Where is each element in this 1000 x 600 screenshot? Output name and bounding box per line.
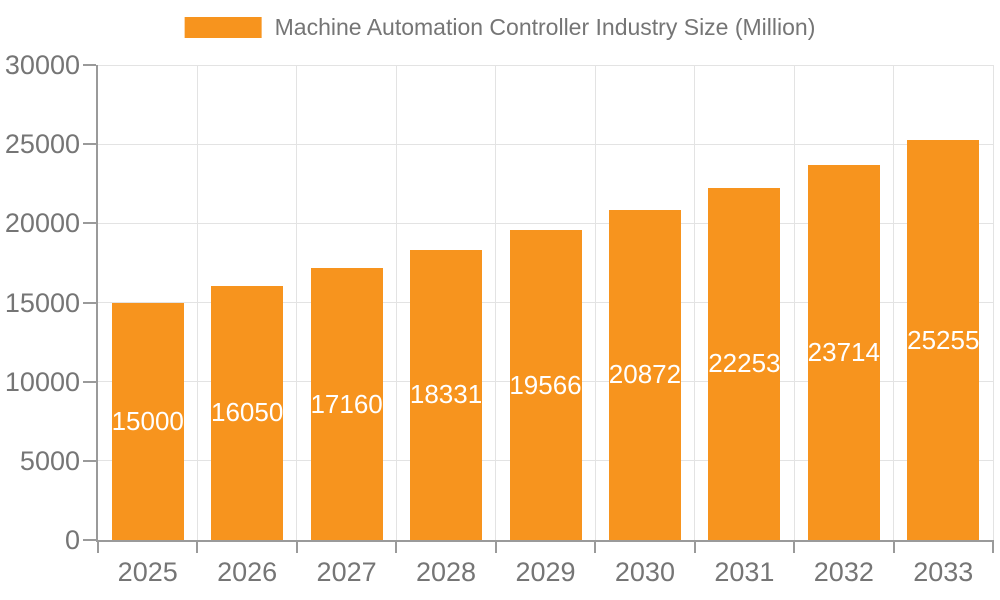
vgridline [196,65,198,540]
x-tick-label: 2030 [614,557,675,587]
y-axis-tick [83,301,96,304]
x-tick-label: 2033 [913,557,974,587]
vgridline [296,65,298,540]
hgridline [98,143,993,145]
bar-value-label: 16050 [211,397,284,428]
bar: 25255 [907,140,979,540]
bar: 22253 [708,187,781,540]
bar-value-label: 18331 [409,379,483,410]
bar: 19566 [509,230,582,540]
hgridline [98,222,993,224]
bar-value-label: 25255 [907,324,980,355]
vgridline [594,65,596,540]
x-axis-tick [693,540,696,553]
x-tick-label: 2032 [813,557,874,587]
bar: 23714 [807,164,880,540]
x-axis-tick [295,540,298,553]
y-tick-label: 10000 [4,366,80,397]
x-axis-tick [97,540,99,553]
x-tick-label: 2027 [316,557,377,587]
bar: 17160 [310,268,383,540]
y-axis-tick [83,64,96,66]
y-axis-tick [83,380,96,383]
x-axis-line [96,540,993,542]
bar: 18331 [409,249,483,540]
vgridline [893,65,895,540]
y-tick-label: 15000 [4,287,80,318]
x-tick-label: 2026 [217,557,278,587]
bar: 15000 [111,302,184,540]
y-axis-tick [83,143,96,146]
bar-value-label: 19566 [509,369,582,400]
legend-label: Machine Automation Controller Industry S… [274,14,816,40]
y-axis-tick [83,459,96,462]
x-axis-tick [494,540,497,553]
y-tick-label: 20000 [4,208,80,239]
x-axis-tick [594,540,597,553]
legend-swatch [184,17,262,38]
vgridline [395,65,397,540]
x-axis-tick [992,540,994,553]
bar: 16050 [211,285,284,540]
legend-item[interactable]: Machine Automation Controller Industry S… [184,14,816,41]
x-axis-tick [196,540,199,553]
vgridline [495,65,497,540]
bar-value-label: 23714 [807,336,880,367]
x-tick-label: 2029 [515,557,576,587]
x-axis-tick [793,540,796,553]
y-tick-label: 30000 [4,50,80,80]
y-axis-line [96,65,98,542]
x-tick-label: 2028 [416,557,477,587]
y-tick-label: 0 [64,525,80,555]
y-tick-label: 5000 [19,445,80,476]
x-tick-label: 2025 [117,557,178,587]
bar: 20872 [608,209,682,540]
vgridline [694,65,696,540]
bar-value-label: 22253 [708,348,781,379]
x-axis-tick [395,540,398,553]
bar-value-label: 15000 [111,405,184,436]
vgridline [992,65,994,540]
x-axis-tick [892,540,895,553]
bar-value-label: 20872 [608,359,682,390]
bar-value-label: 17160 [310,388,383,419]
x-tick-label: 2031 [714,557,775,587]
y-axis-tick [83,222,96,225]
y-axis-tick [83,539,96,541]
vgridline [793,65,795,540]
y-tick-label: 25000 [4,129,80,160]
hgridline [98,64,993,66]
